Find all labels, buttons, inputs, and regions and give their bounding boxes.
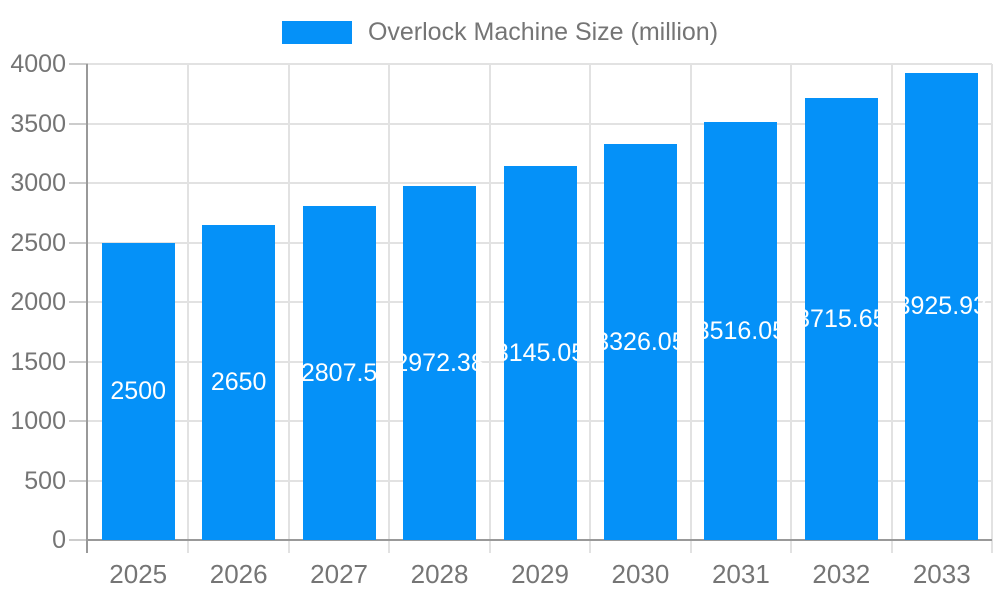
x-baseline [88, 539, 992, 541]
y-tick-label: 2500 [10, 228, 66, 257]
y-tick-label: 2000 [10, 288, 66, 316]
bar-value-label: 2650 [210, 368, 267, 397]
plot-area: 0 500 1000 1500 2000 2500 3000 3500 4000 2500 2025… [10, 50, 993, 589]
y-tick [69, 122, 88, 125]
bar-2028[interactable] [403, 186, 477, 540]
y-tick [69, 360, 88, 363]
x-tick-label: 2032 [812, 559, 871, 589]
y-tick [69, 63, 88, 65]
v-gridline [589, 64, 592, 553]
y-tick-label: 4000 [10, 50, 66, 78]
legend: Overlock Machine Size (million) [0, 18, 1000, 46]
bar-value-label: 2972.38 [394, 349, 485, 378]
y-tick [69, 479, 88, 482]
x-tick-label: 2027 [310, 559, 369, 589]
y-tick-label: 1000 [10, 407, 66, 435]
x-tick-label: 2026 [209, 559, 268, 589]
bar-2027[interactable] [302, 205, 376, 540]
h-gridline [88, 122, 992, 125]
bar-value-label: 3516.05 [695, 316, 787, 345]
y-tick [69, 182, 88, 184]
y-tick [69, 539, 88, 541]
y-tick-label: 1500 [10, 347, 66, 376]
bar-2026[interactable] [202, 224, 276, 540]
v-gridline [890, 64, 893, 553]
x-tick-label: 2031 [711, 559, 770, 589]
v-gridline [287, 64, 290, 553]
y-tick-label: 0 [52, 526, 66, 554]
bar-2033[interactable] [905, 72, 979, 540]
y-axis-line [86, 64, 88, 553]
bar-value-label: 3326.05 [595, 328, 686, 357]
bar-value-label: 3715.65 [796, 304, 887, 333]
y-tick-label: 3500 [10, 109, 66, 138]
x-tick-label: 2028 [410, 559, 469, 589]
bar-2030[interactable] [603, 144, 677, 540]
y-tick-label: 3000 [10, 169, 66, 197]
x-tick-label: 2025 [109, 559, 168, 589]
bar-value-label: 2807.5 [300, 358, 378, 387]
bar-value-label: 2500 [110, 377, 167, 406]
bar-2029[interactable] [503, 165, 577, 540]
bar-value-label: 3145.05 [494, 338, 586, 367]
bar-2031[interactable] [704, 121, 778, 540]
v-gridline [689, 64, 692, 553]
x-tick-label: 2033 [912, 559, 971, 589]
y-tick [69, 420, 88, 422]
v-gridline [187, 64, 190, 553]
y-tick [69, 301, 88, 303]
y-tick-label: 500 [24, 466, 66, 495]
legend-swatch-icon [281, 21, 352, 44]
x-tick-label: 2030 [611, 559, 670, 589]
bar-2025[interactable] [101, 242, 175, 540]
v-gridline [388, 64, 391, 553]
v-gridline [790, 64, 793, 553]
h-gridline [88, 63, 992, 65]
v-gridline [991, 64, 993, 553]
v-gridline [488, 64, 491, 553]
bar-2032[interactable] [804, 97, 878, 540]
x-tick-label: 2029 [511, 559, 569, 589]
legend-label: Overlock Machine Size (million) [367, 18, 719, 46]
y-tick [69, 241, 88, 244]
bar-value-label: 3925.93 [896, 292, 987, 321]
